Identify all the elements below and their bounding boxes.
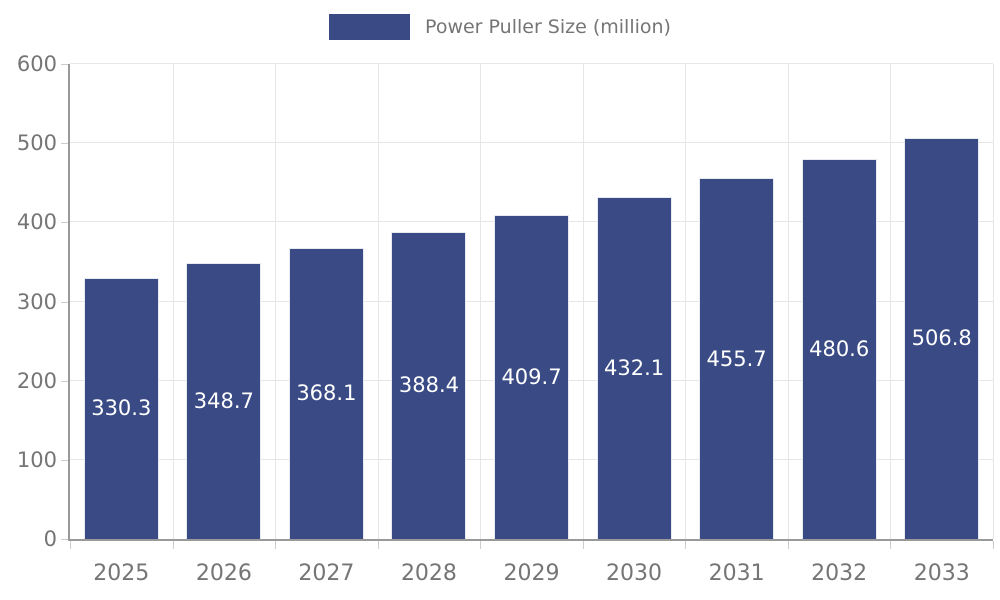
bar: [699, 178, 775, 539]
x-tick: [480, 541, 482, 549]
x-tick: [172, 541, 174, 549]
y-tick: [61, 301, 69, 303]
x-tick: [275, 541, 277, 549]
bar-value-label: 432.1: [603, 355, 665, 380]
y-tick-label: 500: [16, 131, 57, 156]
x-axis-line: [68, 539, 993, 541]
x-tick: [787, 541, 789, 549]
bar-value-label: 455.7: [706, 346, 767, 371]
x-tick-label: 2033: [913, 561, 970, 586]
x-tick-label: 2031: [708, 561, 765, 586]
x-tick-label: 2028: [400, 561, 457, 586]
legend-swatch: [329, 14, 411, 40]
y-tick: [61, 380, 69, 382]
x-tick: [993, 541, 994, 549]
x-gridline: [993, 64, 994, 539]
bar-value-label: 330.3: [91, 396, 152, 421]
x-tick: [377, 541, 379, 549]
x-tick-label: 2026: [195, 561, 252, 586]
y-tick-label: 400: [16, 210, 57, 235]
y-tick-label: 600: [16, 52, 57, 76]
bar-value-label: 506.8: [911, 326, 972, 351]
bar-value-label: 368.1: [296, 381, 357, 406]
y-tick: [61, 143, 69, 145]
legend-label: Power Puller Size (million): [425, 16, 671, 38]
chart-legend[interactable]: Power Puller Size (million): [0, 14, 1000, 40]
y-tick-label: 0: [43, 527, 57, 551]
bar-value-label: 409.7: [501, 364, 562, 389]
y-tick-label: 200: [16, 368, 57, 393]
x-tick: [890, 541, 892, 549]
y-gridline: [70, 142, 993, 144]
y-tick-label: 100: [16, 447, 57, 472]
x-tick-label: 2030: [606, 561, 663, 586]
bar: [186, 262, 262, 539]
bar-value-label: 388.4: [398, 373, 459, 398]
bar: [494, 214, 569, 539]
x-tick-label: 2032: [811, 561, 868, 586]
bar: [801, 158, 877, 539]
x-gridline: [275, 64, 277, 539]
x-tick-label: 2025: [93, 561, 150, 586]
bar: [288, 247, 364, 539]
x-gridline: [890, 64, 892, 539]
x-gridline: [480, 64, 482, 539]
y-tick: [61, 459, 69, 461]
bar-value-label: 348.7: [193, 388, 254, 413]
x-gridline: [787, 64, 789, 539]
y-tick: [61, 64, 69, 65]
bar-value-label: 480.6: [809, 336, 870, 361]
x-tick: [582, 541, 584, 549]
bar: [83, 277, 159, 539]
x-tick: [685, 541, 687, 549]
y-gridline: [70, 63, 993, 64]
x-tick: [70, 541, 71, 549]
y-tick-label: 300: [16, 289, 57, 314]
x-tick-label: 2027: [298, 561, 355, 586]
bar: [596, 196, 672, 539]
y-axis-line: [68, 64, 70, 541]
y-tick: [61, 222, 69, 224]
x-gridline: [582, 64, 584, 539]
bar: [391, 231, 467, 539]
x-gridline: [377, 64, 379, 539]
x-gridline: [685, 64, 687, 539]
x-gridline: [172, 64, 174, 539]
bar: [904, 137, 980, 539]
x-tick-label: 2029: [503, 561, 560, 586]
y-tick: [61, 539, 69, 540]
